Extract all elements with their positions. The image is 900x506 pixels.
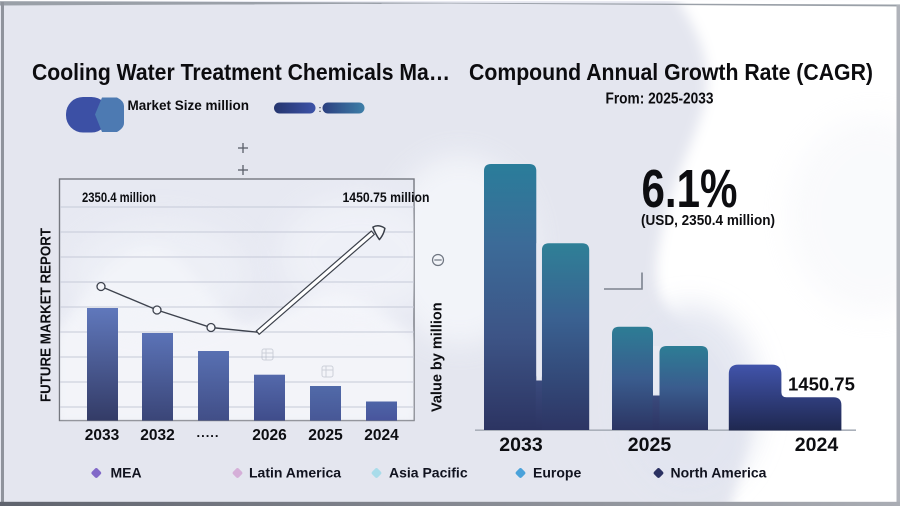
- svg-text:Market Size million: Market Size million: [128, 98, 250, 113]
- svg-text:2033: 2033: [85, 427, 120, 444]
- svg-text:2033: 2033: [499, 434, 543, 456]
- svg-text:Value by million: Value by million: [430, 302, 446, 412]
- svg-text:2026: 2026: [252, 427, 287, 444]
- svg-text:Asia Pacific: Asia Pacific: [389, 465, 468, 481]
- svg-text:2025: 2025: [308, 427, 343, 444]
- svg-text:6.1%: 6.1%: [642, 159, 738, 219]
- svg-text:1450.75 million: 1450.75 million: [343, 189, 430, 205]
- svg-text:Europe: Europe: [533, 465, 581, 481]
- svg-text:Cooling Water Treatment Chemic: Cooling Water Treatment Chemicals Ma…: [32, 59, 450, 85]
- svg-text:2024: 2024: [795, 434, 839, 456]
- svg-text:North America: North America: [671, 465, 767, 481]
- svg-text:(USD, 2350.4 million): (USD, 2350.4 million): [641, 212, 775, 229]
- svg-text:2032: 2032: [140, 427, 174, 444]
- svg-text:From: 2025-2033: From: 2025-2033: [606, 91, 714, 108]
- svg-text:2025: 2025: [628, 434, 672, 456]
- svg-text:2024: 2024: [364, 427, 399, 444]
- svg-text:MEA: MEA: [111, 465, 142, 481]
- svg-text:.....: .....: [196, 425, 219, 440]
- svg-text:Compound Annual Growth Rate (C: Compound Annual Growth Rate (CAGR): [469, 59, 873, 85]
- svg-text:Latin America: Latin America: [249, 465, 341, 481]
- svg-text::: :: [319, 104, 322, 114]
- svg-text:2350.4 million: 2350.4 million: [82, 189, 156, 205]
- svg-text:FUTURE MARKET REPORT: FUTURE MARKET REPORT: [38, 228, 55, 402]
- svg-text:1450.75: 1450.75: [788, 374, 855, 395]
